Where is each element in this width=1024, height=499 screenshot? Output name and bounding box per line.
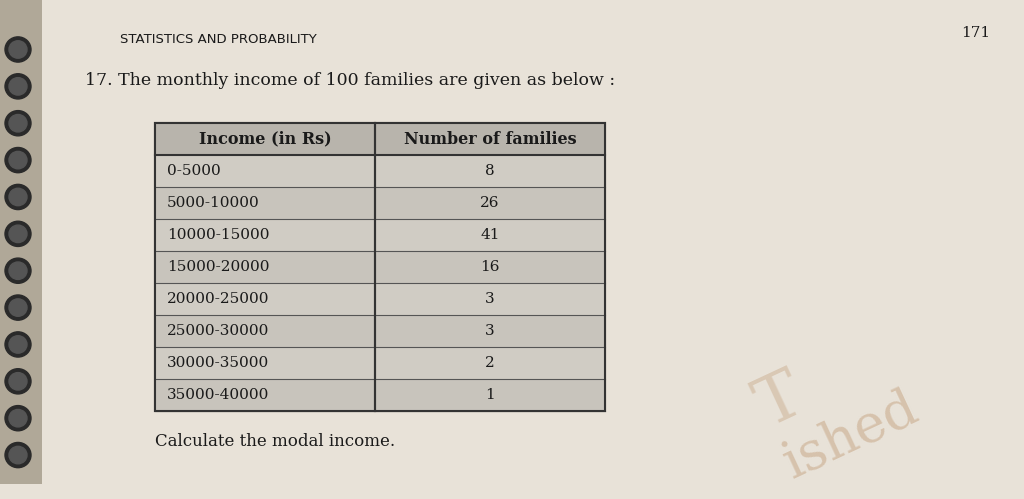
Bar — [155, 379, 605, 411]
Circle shape — [5, 258, 31, 283]
Circle shape — [9, 151, 27, 169]
Bar — [155, 155, 605, 187]
Circle shape — [9, 336, 27, 353]
Circle shape — [5, 443, 31, 468]
Text: 5000-10000: 5000-10000 — [167, 196, 260, 210]
Text: 10000-15000: 10000-15000 — [167, 229, 269, 243]
Text: 26: 26 — [480, 196, 500, 210]
Text: 3: 3 — [485, 292, 495, 306]
Circle shape — [5, 369, 31, 394]
Circle shape — [9, 373, 27, 390]
Text: 3: 3 — [485, 324, 495, 338]
Circle shape — [5, 148, 31, 173]
Text: Number of families: Number of families — [403, 131, 577, 148]
Circle shape — [9, 225, 27, 243]
Text: 35000-40000: 35000-40000 — [167, 388, 269, 402]
Bar — [155, 315, 605, 347]
Circle shape — [9, 41, 27, 58]
Text: 171: 171 — [961, 26, 990, 40]
Text: 30000-35000: 30000-35000 — [167, 356, 269, 370]
Circle shape — [9, 114, 27, 132]
Bar — [0, 0, 42, 484]
Bar — [155, 347, 605, 379]
Text: 1: 1 — [485, 388, 495, 402]
Circle shape — [9, 78, 27, 95]
Circle shape — [5, 111, 31, 136]
Text: 25000-30000: 25000-30000 — [167, 324, 269, 338]
Text: ished: ished — [774, 382, 926, 489]
Circle shape — [9, 410, 27, 427]
Circle shape — [5, 332, 31, 357]
Bar — [155, 219, 605, 251]
Circle shape — [9, 446, 27, 464]
Text: 15000-20000: 15000-20000 — [167, 260, 269, 274]
Bar — [155, 251, 605, 283]
Circle shape — [5, 406, 31, 431]
Text: 17. The monthly income of 100 families are given as below :: 17. The monthly income of 100 families a… — [85, 72, 615, 89]
Text: 0-5000: 0-5000 — [167, 164, 221, 178]
Text: 2: 2 — [485, 356, 495, 370]
Circle shape — [5, 221, 31, 247]
Circle shape — [5, 74, 31, 99]
Text: T: T — [746, 363, 814, 441]
Text: Calculate the modal income.: Calculate the modal income. — [155, 433, 395, 450]
Circle shape — [5, 184, 31, 210]
Text: STATISTICS AND PROBABILITY: STATISTICS AND PROBABILITY — [120, 33, 316, 46]
Circle shape — [5, 295, 31, 320]
Bar — [155, 123, 605, 411]
Circle shape — [9, 262, 27, 279]
Text: 8: 8 — [485, 164, 495, 178]
Bar — [155, 123, 605, 155]
Bar — [155, 283, 605, 315]
Circle shape — [9, 299, 27, 316]
Bar — [155, 123, 605, 411]
Circle shape — [9, 188, 27, 206]
Text: 41: 41 — [480, 229, 500, 243]
Text: 20000-25000: 20000-25000 — [167, 292, 269, 306]
Bar — [155, 187, 605, 219]
Circle shape — [5, 37, 31, 62]
Text: 16: 16 — [480, 260, 500, 274]
Text: Income (in Rs): Income (in Rs) — [199, 131, 332, 148]
